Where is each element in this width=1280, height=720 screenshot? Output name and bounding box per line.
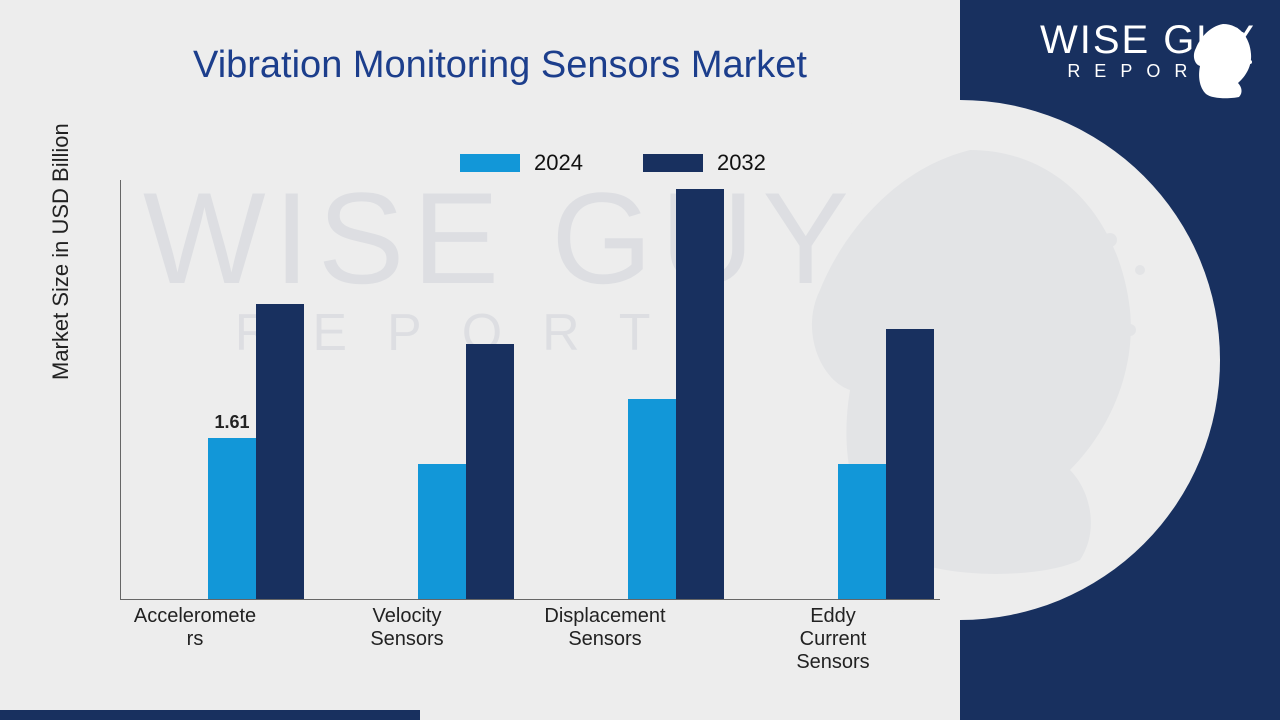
bar [628, 399, 676, 599]
bar-group: 1.61 [181, 304, 331, 599]
bar-group [601, 189, 751, 599]
chart-stage: WISE GUY REPORTS WISE GUY REPORTS Vibrat… [0, 0, 1280, 720]
logo-head-icon [1190, 20, 1256, 100]
chart-area: 2024 2032 Market Size in USD Billion 1.6… [60, 150, 940, 710]
legend-swatch-2032 [643, 154, 703, 172]
bar-group [391, 344, 541, 599]
legend-item-2032: 2032 [643, 150, 766, 176]
bar [838, 464, 886, 599]
legend-label-2032: 2032 [717, 150, 766, 176]
y-axis-label: Market Size in USD Billion [48, 123, 74, 380]
category-label: DisplacementSensors [520, 605, 690, 651]
legend: 2024 2032 [460, 150, 766, 176]
bottom-accent-stripe [0, 710, 420, 720]
bar [676, 189, 724, 599]
category-label: EddyCurrentSensors [748, 605, 918, 674]
bar [418, 464, 466, 599]
category-label: Accelerometers [110, 605, 280, 651]
chart-title: Vibration Monitoring Sensors Market [120, 44, 880, 87]
brand-side-panel: WISE GUY REPORTS [960, 0, 1280, 720]
category-label: VelocitySensors [322, 605, 492, 651]
bar-value-label: 1.61 [214, 412, 249, 433]
legend-label-2024: 2024 [534, 150, 583, 176]
brand-logo: WISE GUY REPORTS [1040, 20, 1256, 80]
bar-group [811, 329, 961, 599]
bar [466, 344, 514, 599]
legend-item-2024: 2024 [460, 150, 583, 176]
plot-region: 1.61 [120, 180, 940, 600]
bar [256, 304, 304, 599]
legend-swatch-2024 [460, 154, 520, 172]
bar: 1.61 [208, 438, 256, 599]
bar [886, 329, 934, 599]
